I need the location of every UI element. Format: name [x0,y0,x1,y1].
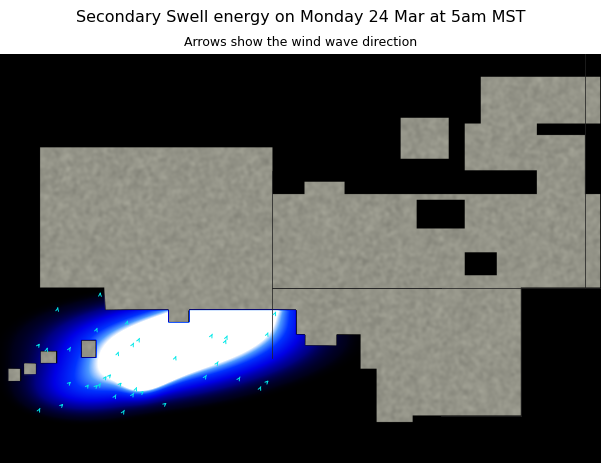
Text: Secondary Swell energy on Monday 24 Mar at 5am MST: Secondary Swell energy on Monday 24 Mar … [76,10,525,25]
Text: Arrows show the wind wave direction: Arrows show the wind wave direction [184,36,417,49]
